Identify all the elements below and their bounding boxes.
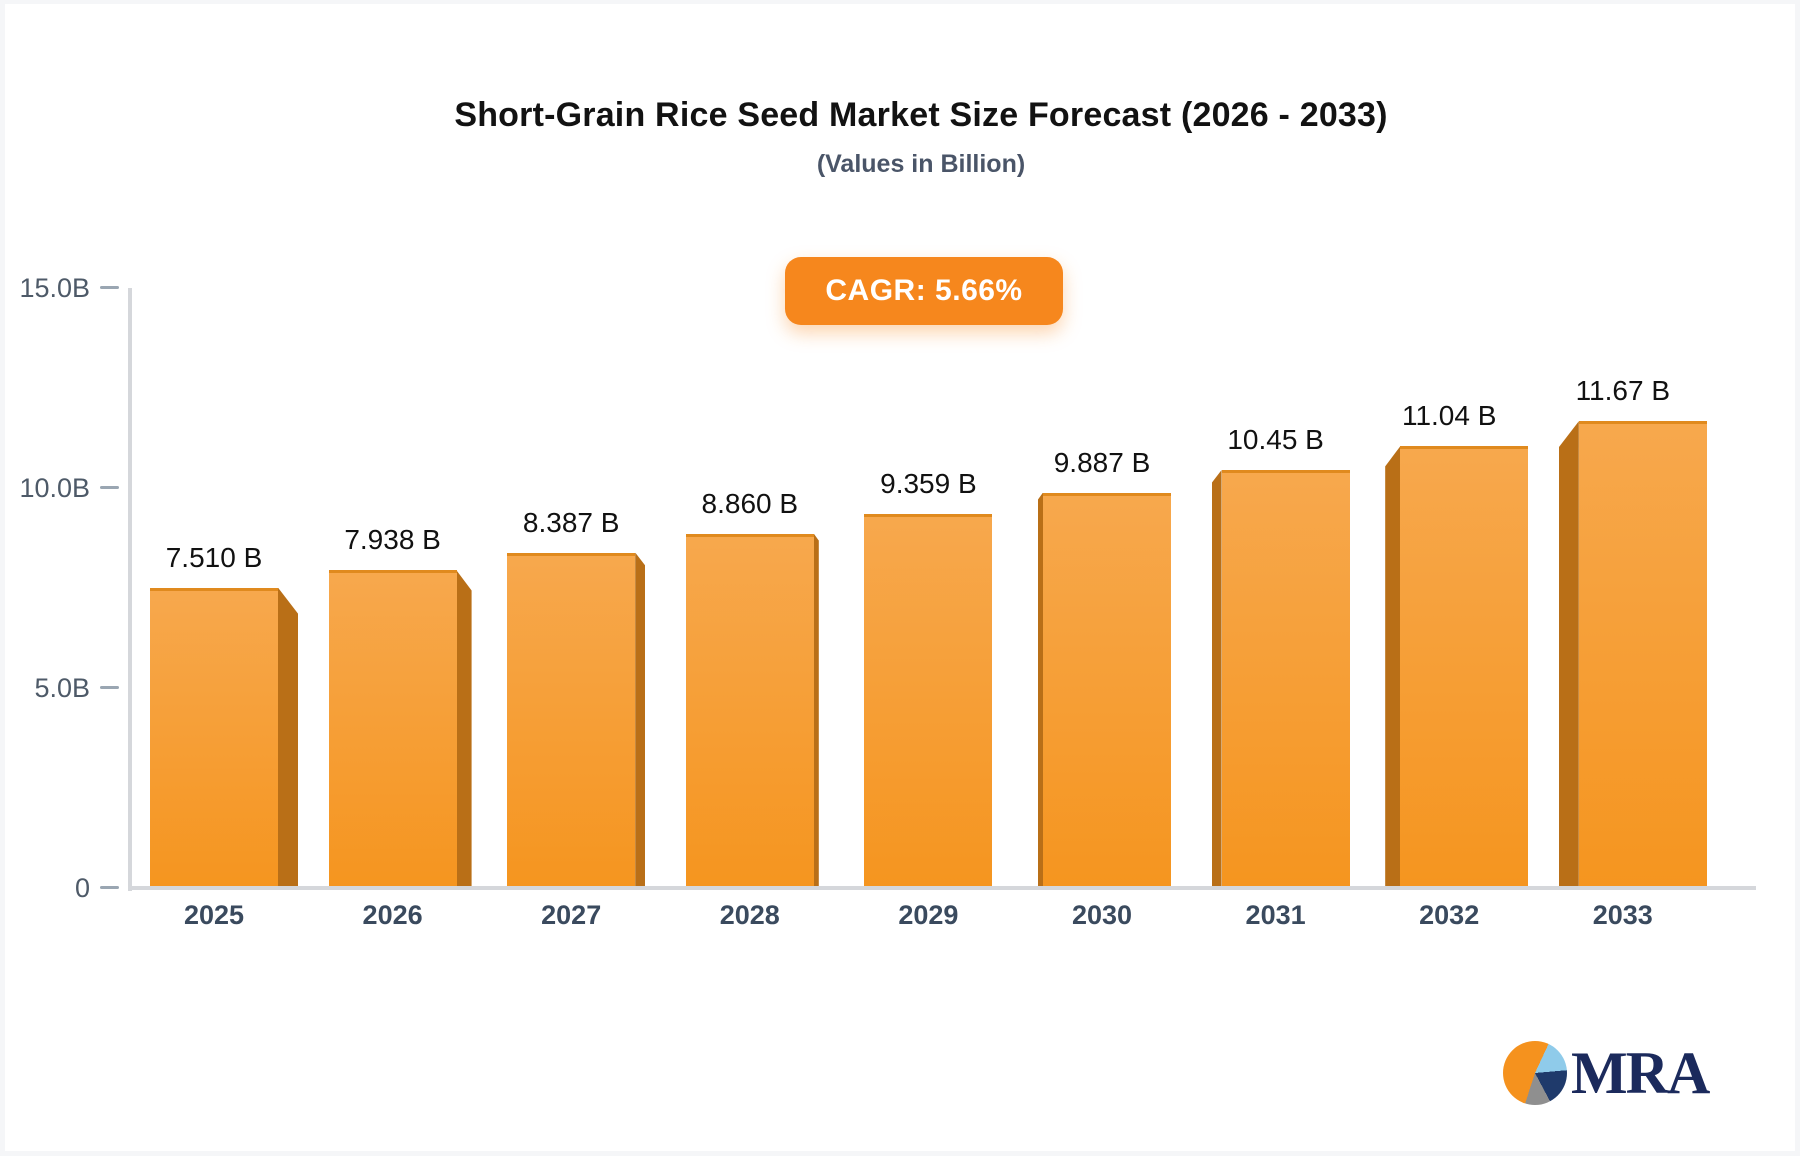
x-axis-tick-label: 2028 <box>719 900 780 930</box>
x-axis-tick-label: 2031 <box>1245 900 1306 930</box>
bar-value-label: 11.04 B <box>1401 400 1497 432</box>
y-axis-tick-mark <box>100 286 119 289</box>
bar-side-face <box>1558 421 1579 888</box>
pie-chart-logo-icon <box>1503 1041 1567 1105</box>
bar-side-face <box>1385 446 1401 888</box>
bar[interactable] <box>507 552 636 888</box>
x-axis-tick-label: 2033 <box>1592 900 1653 930</box>
bar-value-label: 9.887 B <box>1053 446 1151 478</box>
bar-value-label: 8.860 B <box>701 487 799 519</box>
bar-side-face <box>635 552 646 888</box>
y-axis-tick-mark <box>100 886 119 889</box>
bar[interactable] <box>1578 421 1707 888</box>
y-axis-tick-label: 15.0B <box>19 273 90 303</box>
x-axis-tick-label: 2029 <box>898 900 959 930</box>
y-axis-tick-label: 0 <box>74 873 90 903</box>
y-axis-tick-label: 5.0B <box>34 673 90 703</box>
cagr-badge: CAGR: 5.66% <box>785 257 1063 325</box>
x-axis-line <box>128 886 1756 890</box>
y-axis-tick-label: 10.0B <box>19 473 90 503</box>
bar-value-label: 8.387 B <box>522 506 620 538</box>
chart-title: Short-Grain Rice Seed Market Size Foreca… <box>454 96 1388 134</box>
bar-value-label: 11.67 B <box>1575 375 1671 407</box>
bar-side-face <box>456 570 472 888</box>
x-axis-tick-label: 2032 <box>1419 900 1480 930</box>
x-axis-tick-label: 2026 <box>362 900 423 930</box>
y-axis-tick-mark <box>100 686 119 689</box>
bar[interactable] <box>864 513 993 888</box>
bar-value-label: 9.359 B <box>880 467 977 499</box>
bar[interactable] <box>328 570 457 888</box>
bar-value-label: 7.510 B <box>165 541 263 573</box>
y-axis-tick-mark <box>100 486 119 489</box>
y-axis-line <box>128 288 132 891</box>
x-axis-tick-label: 2030 <box>1071 900 1133 930</box>
bar[interactable] <box>685 533 814 888</box>
bar-side-face <box>1038 492 1043 888</box>
bar-side-face <box>1211 470 1222 888</box>
bar[interactable] <box>1221 470 1350 888</box>
brand-logo-text: MRA <box>1571 1040 1710 1106</box>
bar-side-face <box>278 587 298 888</box>
bar-value-label: 7.938 B <box>344 524 441 556</box>
bar[interactable] <box>1043 492 1171 888</box>
bar-side-face <box>813 533 819 888</box>
brand-logo: MRA <box>1503 1040 1710 1106</box>
x-axis-tick-label: 2025 <box>183 900 245 930</box>
x-axis-tick-label: 2027 <box>541 900 602 930</box>
bar-value-label: 10.45 B <box>1227 424 1324 455</box>
chart-subtitle: (Values in Billion) <box>816 150 1026 178</box>
bar[interactable] <box>150 587 278 888</box>
bar[interactable] <box>1400 446 1529 888</box>
